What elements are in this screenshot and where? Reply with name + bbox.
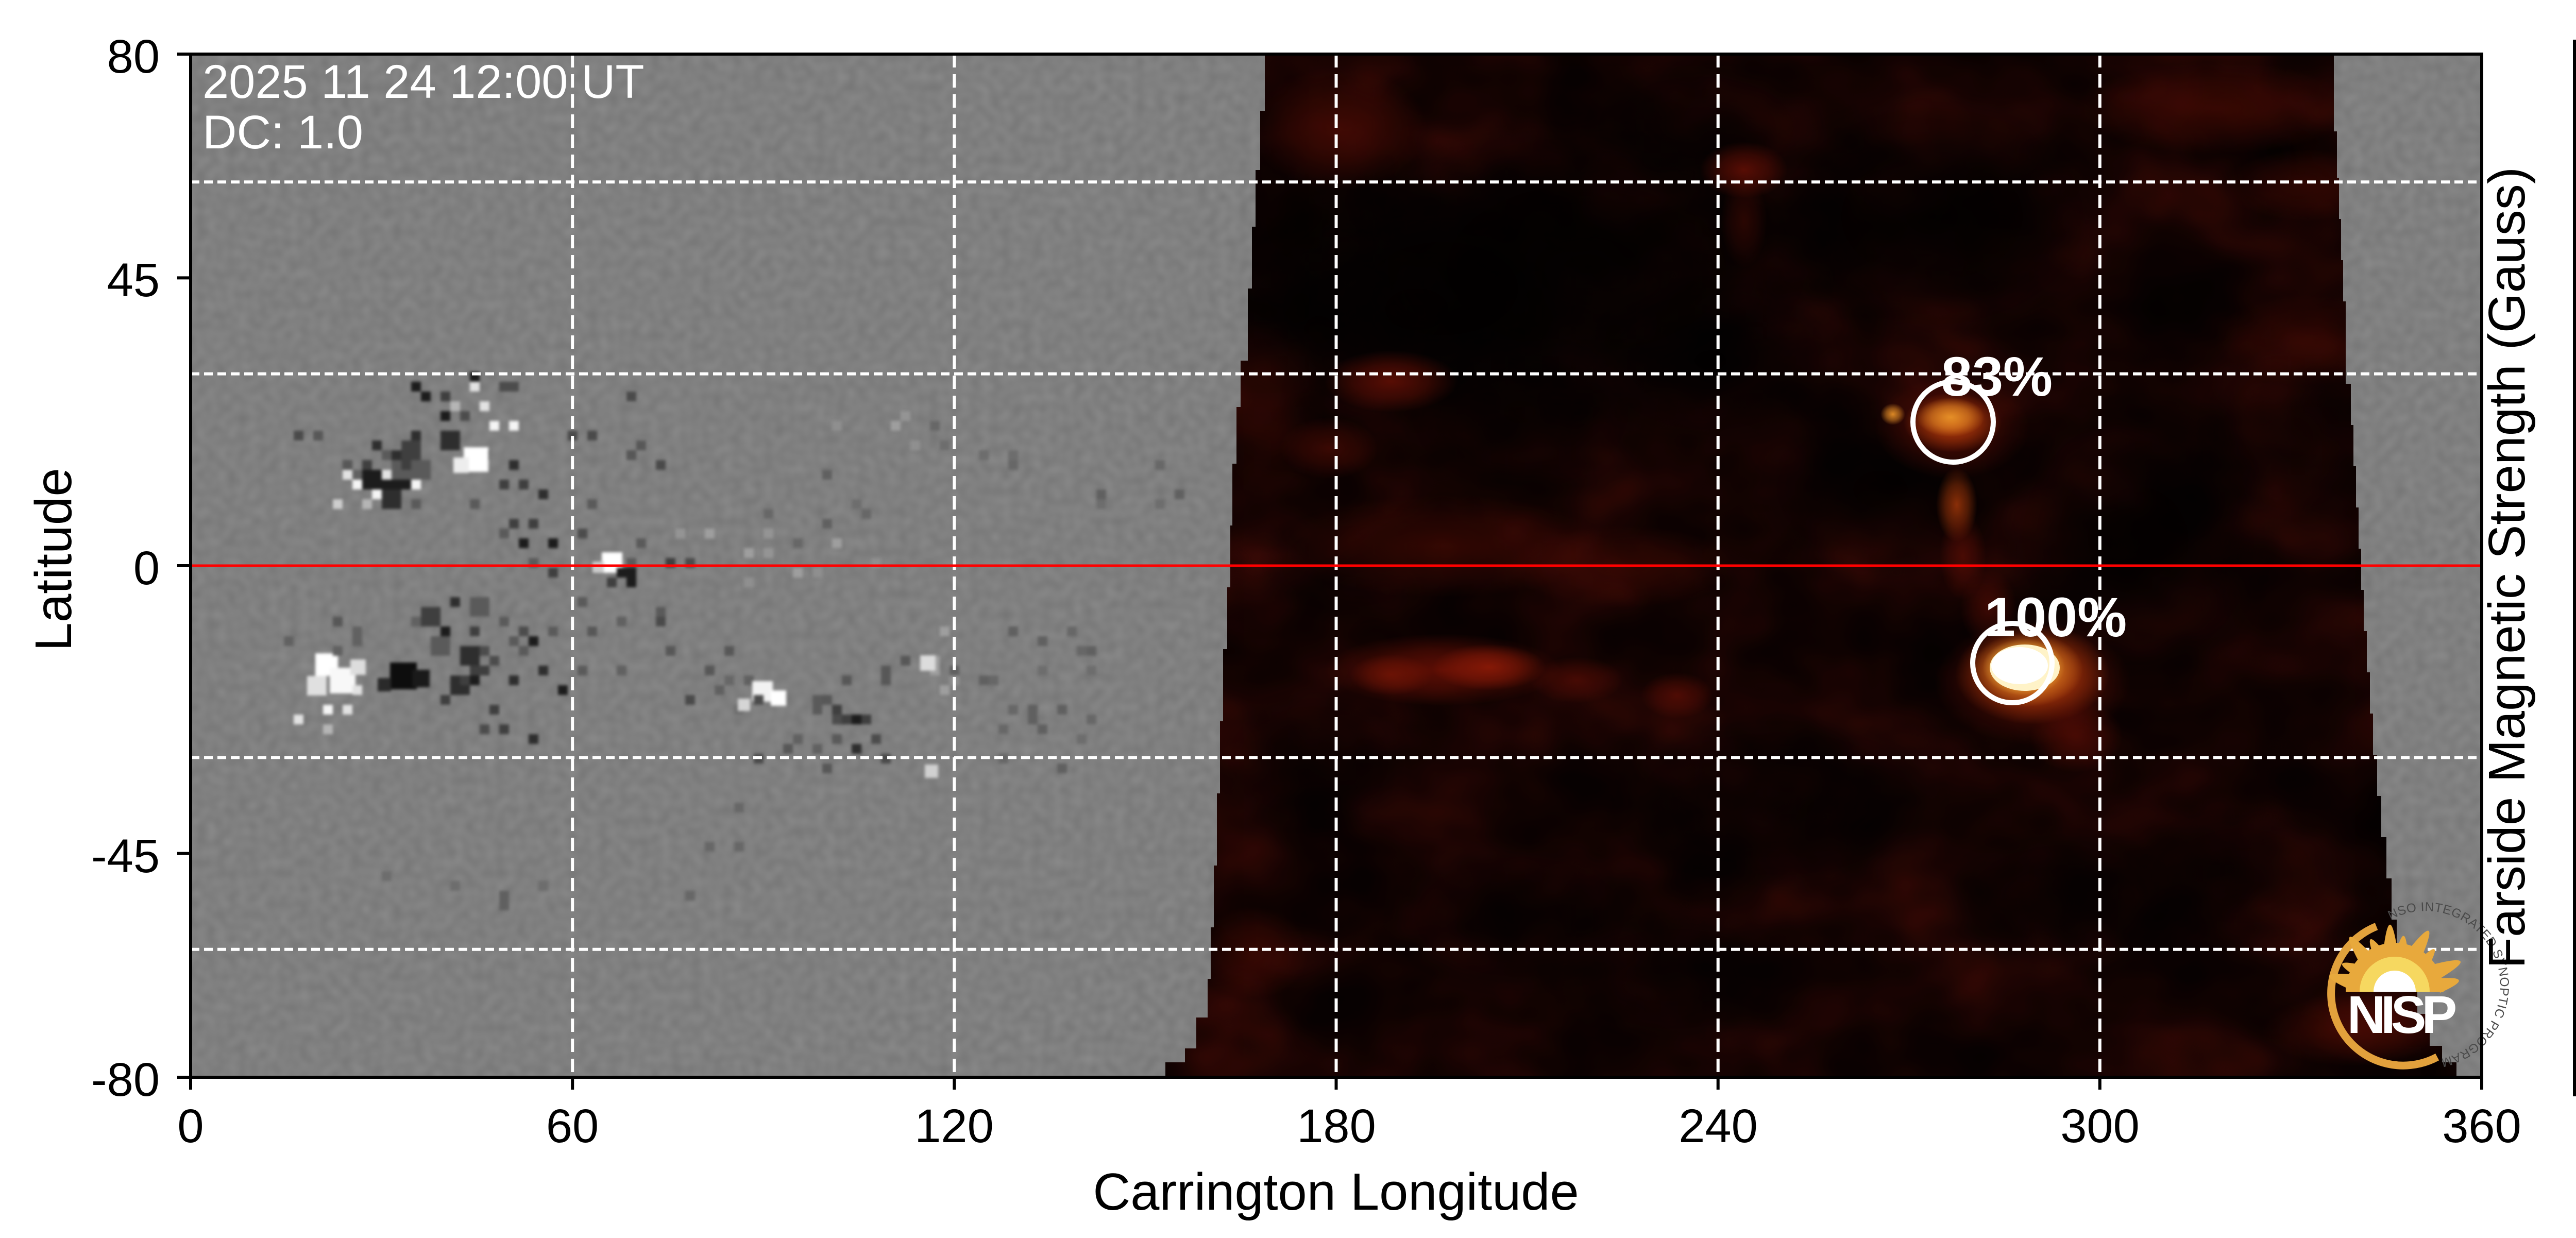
svg-text:360: 360: [2442, 1100, 2521, 1152]
svg-text:120: 120: [914, 1100, 994, 1152]
svg-text:240: 240: [1679, 1100, 1758, 1152]
svg-text:180: 180: [1297, 1100, 1376, 1152]
svg-text:NISP: NISP: [2347, 985, 2456, 1044]
svg-text:Latitude: Latitude: [25, 468, 82, 651]
svg-text:60: 60: [546, 1100, 599, 1152]
svg-text:DC: 1.0: DC: 1.0: [202, 106, 363, 159]
svg-text:Farside Magnetic Strength (Gau: Farside Magnetic Strength (Gauss): [2478, 167, 2536, 969]
svg-text:300: 300: [2060, 1100, 2140, 1152]
svg-text:0: 0: [177, 1100, 204, 1152]
svg-text:80: 80: [107, 30, 160, 83]
svg-text:0: 0: [133, 542, 160, 595]
svg-text:83%: 83%: [1941, 345, 2053, 408]
svg-text:2025 11 24 12:00 UT: 2025 11 24 12:00 UT: [202, 56, 645, 108]
svg-text:45: 45: [107, 254, 160, 307]
svg-text:100%: 100%: [1985, 586, 2127, 648]
svg-text:Carrington Longitude: Carrington Longitude: [1093, 1163, 1579, 1221]
svg-text:-45: -45: [91, 830, 160, 883]
svg-text:-80: -80: [91, 1054, 160, 1106]
